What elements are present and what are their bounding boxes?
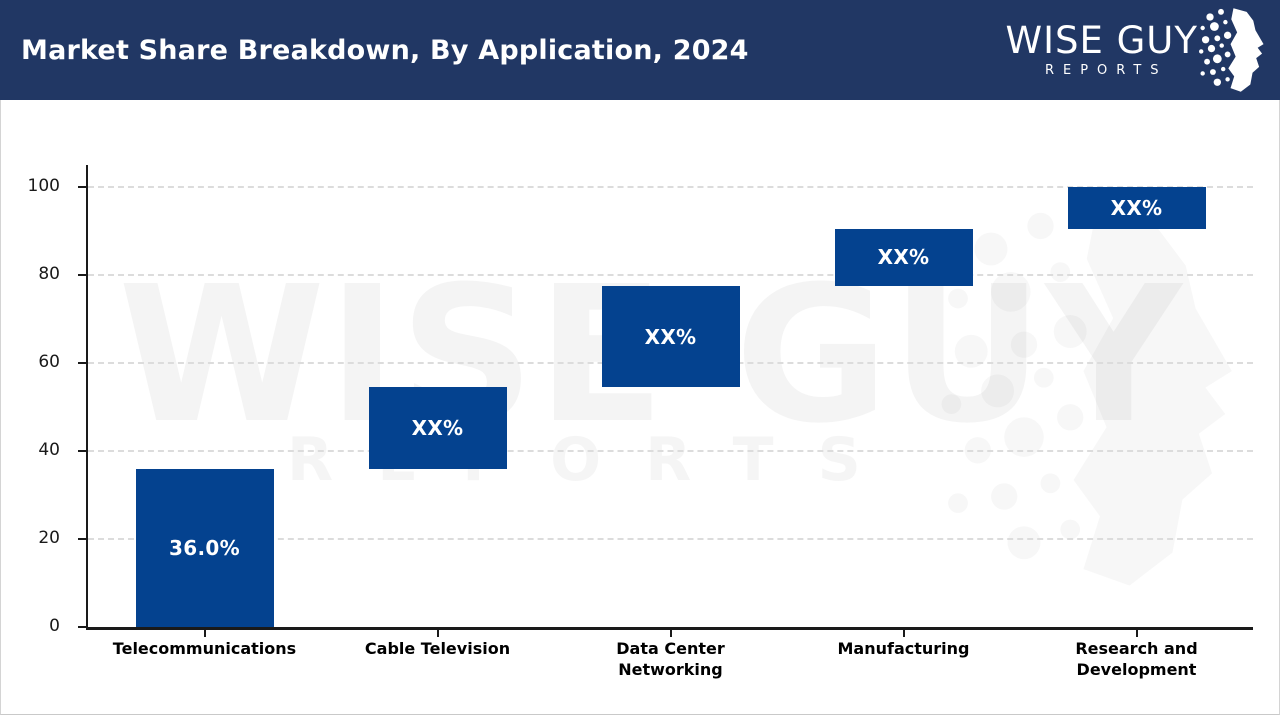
gridline bbox=[88, 450, 1253, 452]
bar-value-label: XX% bbox=[411, 415, 464, 440]
y-tick-mark bbox=[78, 186, 86, 188]
y-tick-mark bbox=[78, 362, 86, 364]
y-tick-label: 100 bbox=[27, 176, 60, 196]
head-silhouette-icon bbox=[1199, 8, 1264, 92]
y-tick-mark bbox=[78, 274, 86, 276]
bar-manufacturing: XX% bbox=[834, 228, 973, 286]
bar-telecommunications: 36.0% bbox=[135, 468, 274, 627]
y-tick-label: 20 bbox=[38, 528, 60, 548]
bar-data-center-networking: XX% bbox=[601, 286, 740, 388]
y-tick-mark bbox=[78, 450, 86, 452]
y-tick-mark bbox=[78, 626, 86, 628]
y-axis-tick-labels: 0 20 40 60 80 100 bbox=[0, 176, 78, 636]
x-axis-line bbox=[86, 627, 1253, 630]
x-category-label: Cable Television bbox=[364, 639, 511, 658]
bar-value-label: XX% bbox=[877, 245, 930, 270]
plot-area: 36.0% Telecommunications XX% Cable Televisi… bbox=[78, 165, 1253, 679]
x-category-label: Data Center Networking bbox=[616, 639, 725, 679]
bar-cable-television: XX% bbox=[368, 387, 507, 469]
gridline bbox=[88, 274, 1253, 276]
page-title: Market Share Breakdown, By Application, … bbox=[21, 34, 749, 66]
x-tick-mark bbox=[436, 630, 439, 637]
x-category-label: Research and Development bbox=[1075, 639, 1198, 679]
x-tick-mark bbox=[669, 630, 672, 637]
y-tick-mark bbox=[78, 538, 86, 540]
y-tick-label: 40 bbox=[38, 440, 60, 460]
gridline bbox=[88, 186, 1253, 188]
logo-text: WISE GUY REPORTS bbox=[1006, 22, 1198, 78]
wise-guy-logo: WISE GUY REPORTS bbox=[1006, 4, 1272, 96]
bar-value-label: XX% bbox=[644, 324, 697, 349]
bar-value-label: 36.0% bbox=[169, 535, 240, 560]
y-tick-label: 60 bbox=[38, 352, 60, 372]
x-tick-mark bbox=[203, 630, 206, 637]
x-category-label: Telecommunications bbox=[112, 639, 297, 658]
logo-subtitle: REPORTS bbox=[1044, 63, 1168, 78]
y-axis-line bbox=[86, 165, 88, 629]
x-tick-mark bbox=[1135, 630, 1138, 637]
bar-value-label: XX% bbox=[1110, 195, 1163, 220]
gridline bbox=[88, 538, 1253, 540]
logo-wordmark: WISE GUY bbox=[1005, 19, 1198, 62]
y-tick-label: 0 bbox=[49, 616, 60, 636]
x-category-label: Manufacturing bbox=[837, 639, 970, 658]
header-bar: Market Share Breakdown, By Application, … bbox=[0, 0, 1280, 100]
bar-research-and-development: XX% bbox=[1067, 187, 1206, 229]
x-tick-mark bbox=[902, 630, 905, 637]
y-tick-label: 80 bbox=[38, 264, 60, 284]
